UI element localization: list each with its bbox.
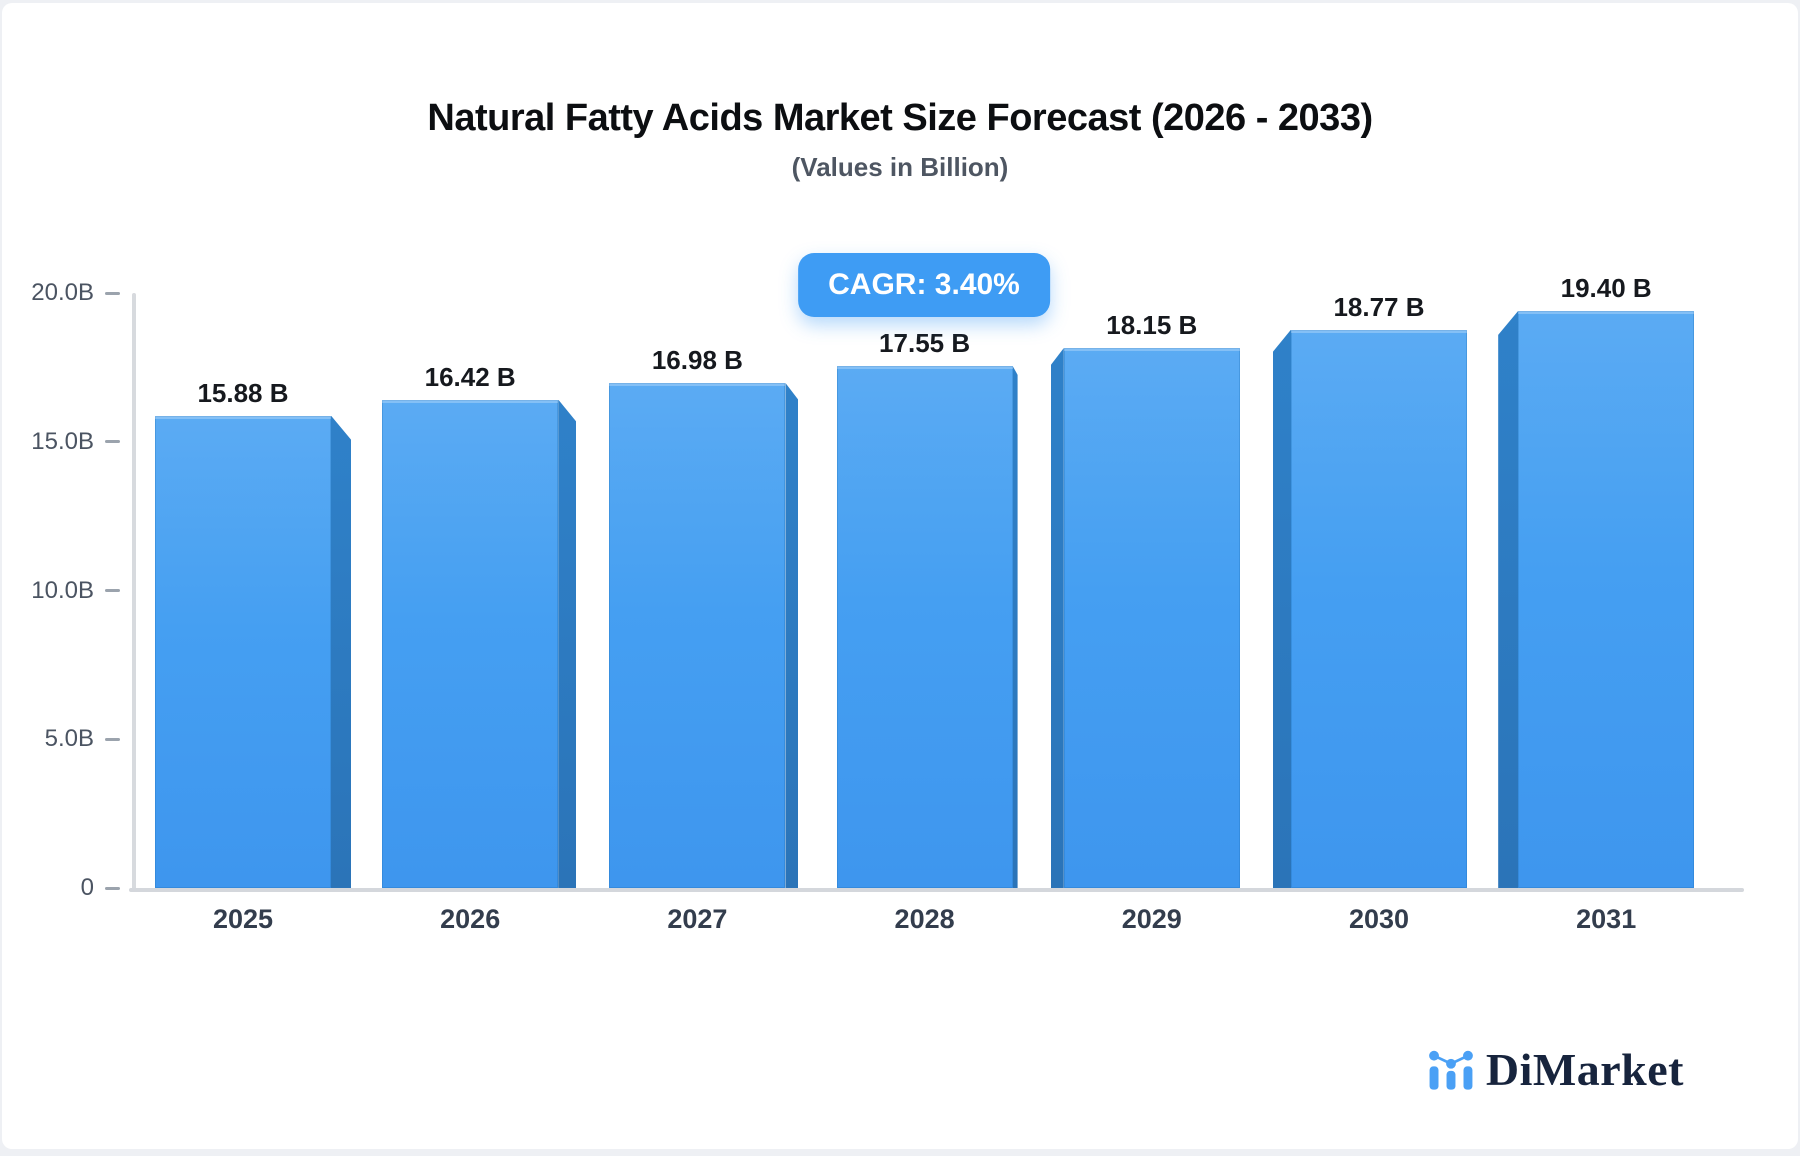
bar-face (1291, 329, 1467, 888)
bar-side-face (331, 415, 351, 888)
bar-2027[interactable]: 16.98 B 2027 (609, 345, 799, 934)
x-axis-label-2030: 2030 (1348, 903, 1410, 934)
bar-side-face (1012, 365, 1018, 888)
y-tick-mark (105, 886, 120, 890)
bar-2025[interactable]: 15.88 B 2025 (155, 378, 351, 934)
bar-2026[interactable]: 16.42 B 2026 (382, 362, 577, 934)
chart-subtitle: (Values in Billion) (791, 152, 1009, 182)
y-tick-mark (105, 440, 120, 444)
x-axis-label-2031: 2031 (1576, 903, 1637, 934)
y-tick-mark (105, 737, 120, 741)
bar-value-label: 16.98 B (651, 344, 743, 375)
x-axis-label-2025: 2025 (212, 903, 274, 934)
bar-side-face (785, 382, 799, 888)
bar-2028[interactable]: 17.55 B 2028 (836, 328, 1018, 934)
bar-value-label: 15.88 B (197, 377, 289, 408)
bar-face (382, 399, 559, 888)
bar-value-label: 18.77 B (1333, 291, 1425, 322)
bar-2031[interactable]: 19.40 B 2031 (1498, 273, 1695, 934)
y-tick-label-15.0B: 15.0B (31, 427, 94, 455)
x-axis-label-2027: 2027 (667, 903, 728, 934)
chart-card: Natural Fatty Acids Market Size Forecast… (2, 3, 1798, 1149)
bar-value-label: 18.15 B (1106, 310, 1198, 341)
bar-face (609, 382, 786, 888)
x-axis-line (129, 888, 1744, 892)
bar-side-face (1050, 348, 1064, 888)
bar-value-label: 16.42 B (424, 361, 516, 392)
bar-side-face (1273, 329, 1291, 888)
brand-logo[interactable]: DiMarket (1426, 1043, 1684, 1096)
y-tick-label-5.0B: 5.0B (44, 725, 94, 753)
x-axis-label-2026: 2026 (440, 903, 501, 934)
x-axis-label-2028: 2028 (894, 903, 955, 934)
bar-face (836, 365, 1013, 888)
bar-face (1063, 348, 1240, 888)
brand-name: DiMarket (1485, 1044, 1684, 1095)
bar-face (1518, 310, 1695, 888)
bar-side-face (1498, 310, 1519, 888)
bar-2029[interactable]: 18.15 B 2029 (1050, 310, 1240, 934)
x-axis-label-2029: 2029 (1121, 903, 1182, 934)
bar-value-label: 17.55 B (879, 327, 971, 358)
bar-line-chart-icon (1428, 1050, 1473, 1090)
plot-area: 0 5.0B 10.0B 15.0B 20.0B 15.88 B 2025 16.42 B 2… (2, 3, 1798, 1149)
y-tick-mark (105, 589, 120, 592)
y-axis-line (132, 293, 136, 892)
cagr-badge: CAGR: 3.40% (798, 253, 1050, 317)
y-tick-label-0: 0 (80, 874, 94, 901)
bar-side-face (558, 399, 577, 888)
y-tick-label-10.0B: 10.0B (31, 576, 94, 604)
bar-face (155, 415, 331, 888)
bar-value-label: 19.40 B (1560, 272, 1652, 303)
y-tick-mark (105, 291, 120, 295)
bar-2030[interactable]: 18.77 B 2030 (1273, 292, 1467, 934)
y-tick-label-20.0B: 20.0B (31, 279, 94, 306)
chart-title: Natural Fatty Acids Market Size Forecast… (427, 97, 1373, 139)
